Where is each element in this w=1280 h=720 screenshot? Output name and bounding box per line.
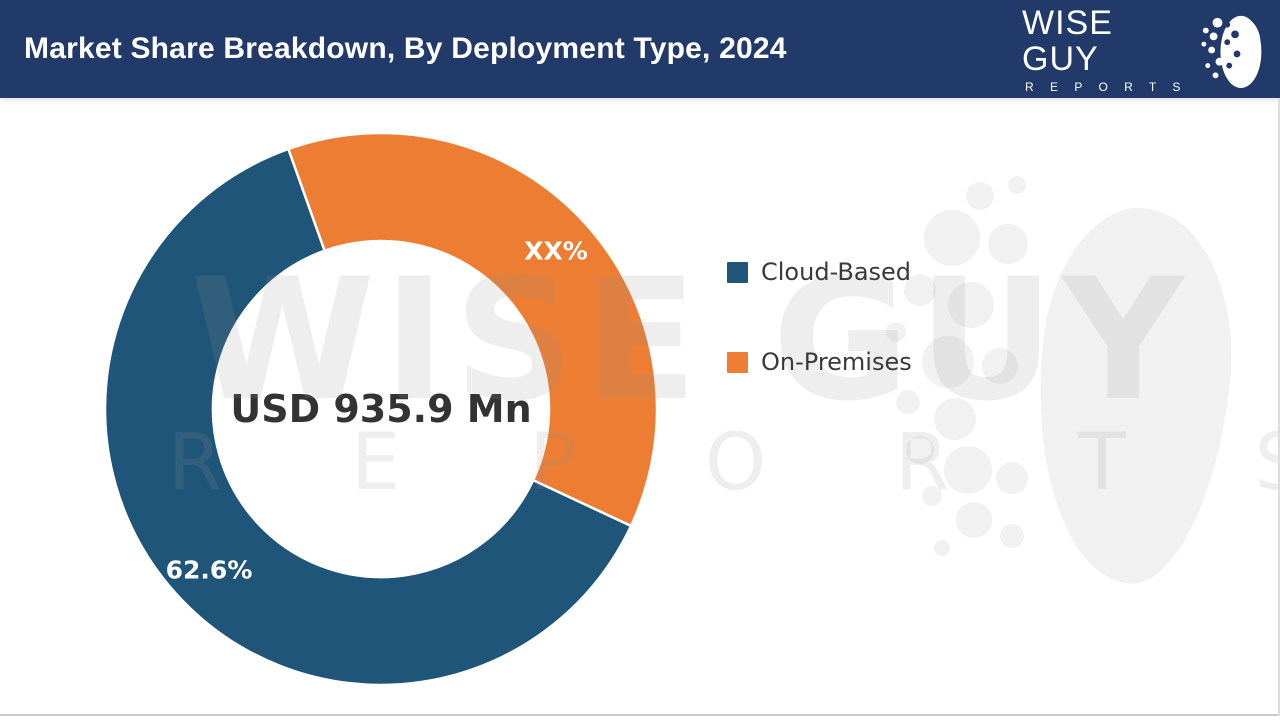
- brand-logo-text: WISE GUY R E P O R T S: [1022, 4, 1196, 94]
- page-title: Market Share Breakdown, By Deployment Ty…: [24, 32, 787, 65]
- legend-item-on-premises[interactable]: On-Premises: [727, 348, 912, 376]
- header-bar: Market Share Breakdown, By Deployment Ty…: [0, 0, 1280, 98]
- watermark-dot: [886, 322, 906, 342]
- bottom-border-line: [0, 714, 1280, 716]
- legend-label-cloud-based: Cloud-Based: [761, 258, 912, 286]
- legend-swatch-cloud-based: [727, 261, 748, 283]
- donut-center-value: USD 935.9 Mn: [230, 387, 532, 431]
- legend-swatch-on-premises: [727, 351, 748, 373]
- logo-reports-text: R E P O R T S: [1025, 79, 1187, 94]
- right-border-line: [1278, 98, 1280, 716]
- watermark-dot: [988, 224, 1028, 264]
- watermark-dot: [996, 462, 1028, 494]
- legend-label-on-premises: On-Premises: [761, 348, 912, 376]
- watermark-dot: [922, 486, 942, 506]
- watermark-dot: [966, 182, 994, 210]
- watermark-dot: [944, 446, 992, 494]
- logo-wiseguy-text: WISE GUY: [1022, 4, 1113, 78]
- legend-item-cloud-based[interactable]: Cloud-Based: [727, 258, 911, 286]
- watermark-dot: [982, 348, 1018, 384]
- watermark-dot: [922, 336, 974, 388]
- watermark-dot: [1008, 176, 1026, 194]
- watermark-dot: [904, 274, 936, 306]
- watermark-dot: [924, 210, 980, 266]
- watermark-dot: [906, 436, 934, 464]
- watermark-dot: [896, 390, 920, 414]
- slice-cloud-based[interactable]: [103, 147, 633, 687]
- watermark-dot: [948, 282, 994, 328]
- donut-chart: XX% 62.6% USD 935.9 Mn: [102, 130, 660, 688]
- on-premises-percent-label: XX%: [524, 236, 588, 266]
- slice-on-premises[interactable]: [287, 131, 659, 528]
- donut-svg: [103, 131, 659, 687]
- watermark-dot: [1000, 524, 1024, 548]
- brand-logo: WISE GUY R E P O R T S: [1022, 5, 1262, 94]
- watermark-dot: [934, 398, 976, 440]
- watermark-dot: [934, 540, 950, 556]
- cloud-based-percent-label: 62.6%: [165, 555, 253, 585]
- watermark-head-silhouette: [1018, 199, 1248, 592]
- logo-head-icon: [1201, 15, 1262, 89]
- watermark-dot: [956, 502, 992, 538]
